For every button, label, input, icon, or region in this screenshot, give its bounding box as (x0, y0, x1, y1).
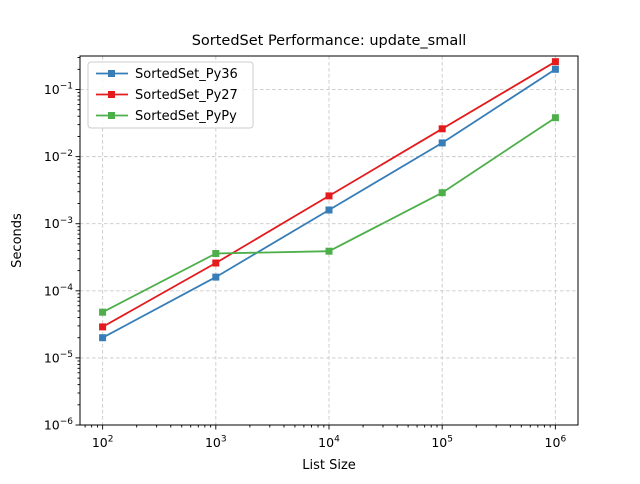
data-point (438, 125, 446, 133)
data-point (325, 247, 333, 255)
x-tick-label: 105 (431, 435, 453, 450)
legend: SortedSet_Py36 SortedSet_Py27 SortedSet_Py… (87, 61, 254, 129)
series-layer (99, 58, 559, 342)
legend-sample-marker (108, 70, 115, 77)
y-tick-label: 10−5 (44, 350, 73, 365)
legend-label: SortedSet_PyPy (135, 109, 237, 124)
data-point (99, 334, 107, 342)
data-point (99, 323, 107, 331)
legend-label: SortedSet_Py27 (135, 88, 238, 103)
data-point (551, 58, 559, 66)
data-point (99, 308, 107, 316)
y-tick-label: 10−2 (44, 149, 73, 164)
series-markers-SortedSet_PyPy (99, 114, 559, 316)
chart-title: SortedSet Performance: update_small (192, 33, 467, 49)
x-tick-label: 103 (205, 435, 227, 450)
x-axis-label: List Size (302, 458, 356, 473)
y-axis-label: Seconds (10, 213, 25, 268)
legend-label: SortedSet_Py36 (135, 67, 238, 82)
y-tick-label: 10−3 (44, 216, 73, 231)
y-tick-label: 10−1 (44, 82, 73, 97)
x-tick-label: 106 (545, 435, 567, 450)
series-markers-SortedSet_Py27 (99, 58, 559, 331)
x-tick-label: 102 (92, 435, 114, 450)
data-point (212, 259, 220, 267)
data-point (212, 250, 220, 257)
data-point (438, 139, 446, 147)
legend-sample-marker (108, 91, 115, 98)
y-tick-label: 10−4 (44, 283, 73, 298)
data-point (551, 65, 559, 73)
series-markers-SortedSet_Py36 (99, 65, 559, 342)
y-tick-label: 10−6 (44, 417, 73, 432)
data-point (551, 114, 559, 122)
legend-box (87, 61, 254, 129)
legend-sample-marker (108, 112, 115, 119)
tick-marks (75, 57, 556, 430)
data-point (325, 206, 333, 214)
data-point (438, 189, 446, 197)
data-point (325, 192, 333, 200)
x-tick-label: 104 (318, 435, 340, 450)
data-point (212, 273, 220, 281)
